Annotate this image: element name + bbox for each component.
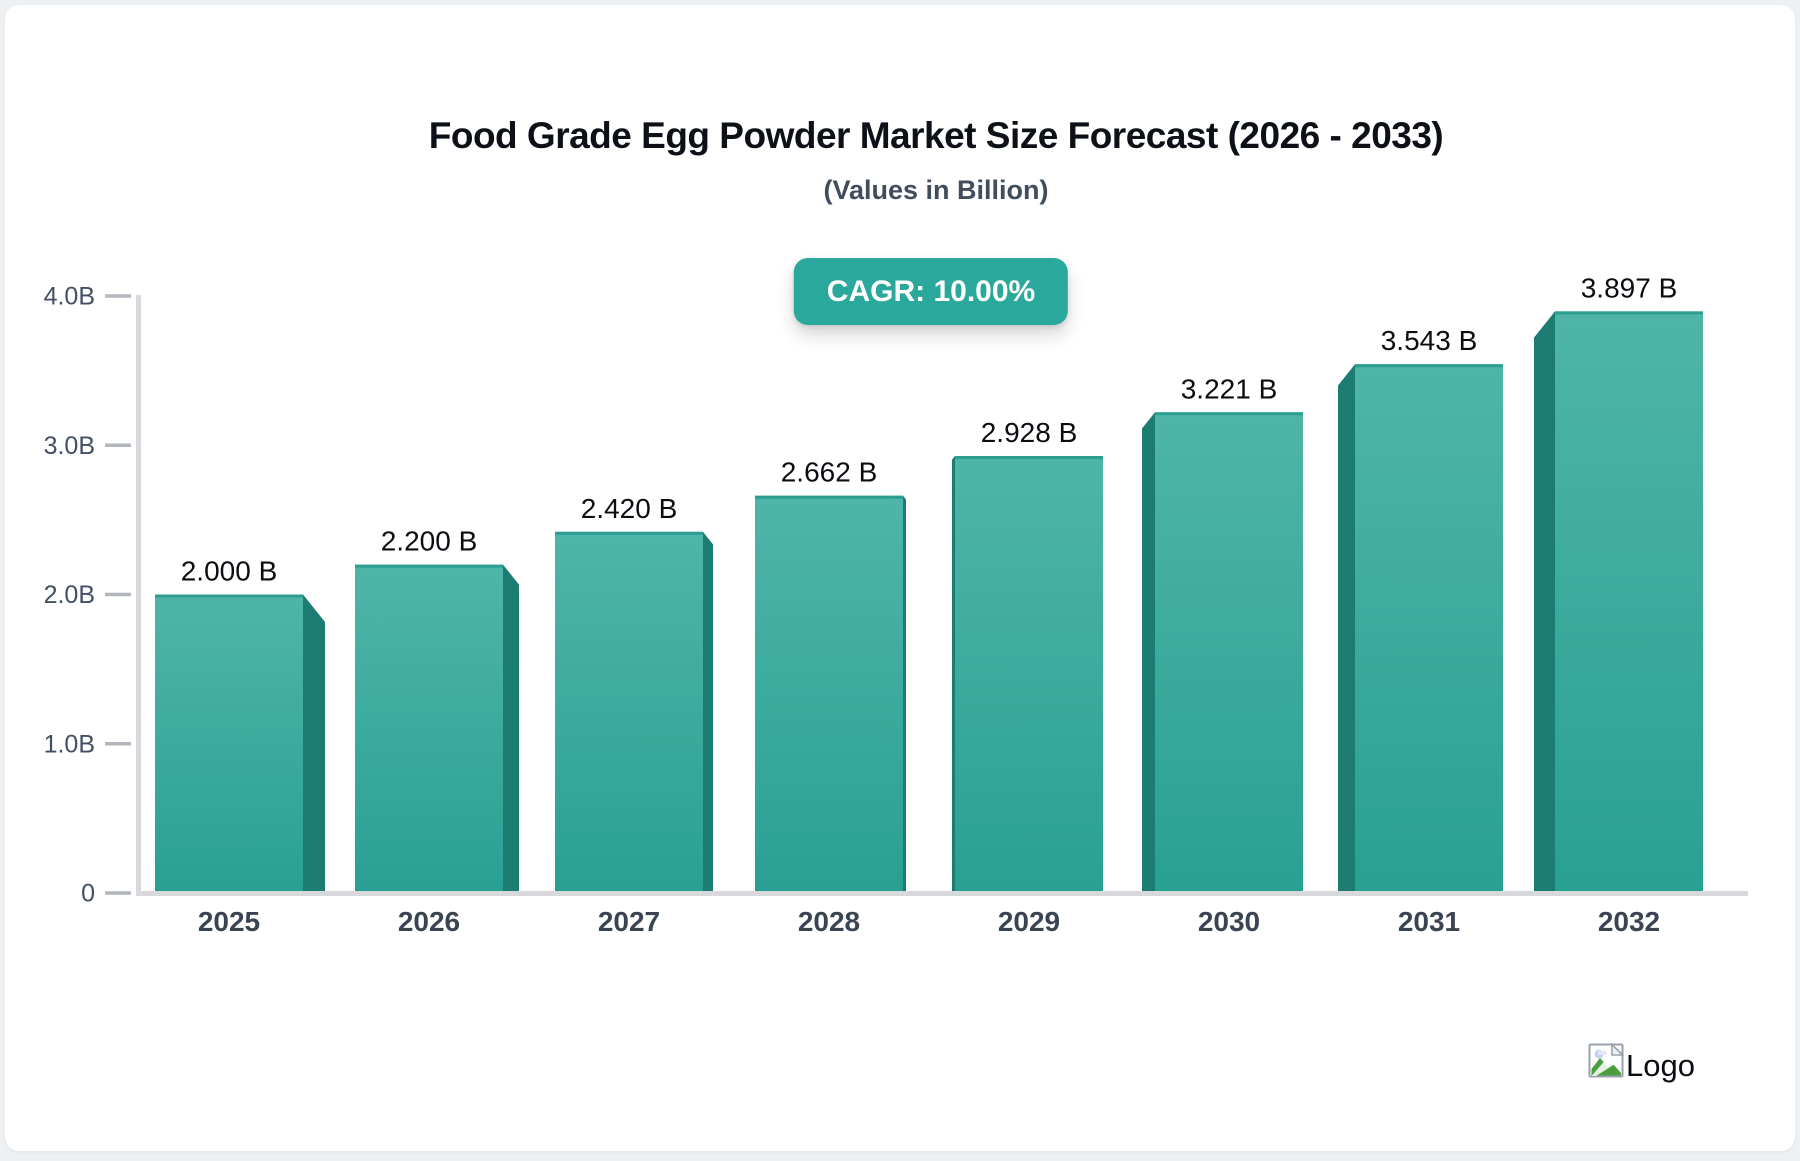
logo: Logo <box>1588 1043 1695 1083</box>
x-category-label: 2025 <box>198 906 260 937</box>
axis-layer: 0 1.0B 2.0B 3.0B 4.0B <box>44 283 1748 908</box>
bar-side-face <box>1534 311 1555 891</box>
bar-front-face <box>1155 412 1303 891</box>
chart-card: Food Grade Egg Powder Market Size Foreca… <box>5 5 1795 1151</box>
bar-chart: 0 1.0B 2.0B 3.0B 4.0B 2.000 B 2025 2.200 B 2026… <box>44 272 1748 937</box>
bars-layer <box>155 311 1703 891</box>
x-category-label: 2026 <box>398 906 460 937</box>
cagr-badge: CAGR: 10.00% <box>793 258 1069 325</box>
logo-alt-text: Logo <box>1626 1048 1695 1083</box>
bar-top-edge <box>555 531 703 535</box>
chart-subtitle: (Values in Billion) <box>823 175 1049 205</box>
bar-top-edge <box>955 455 1103 459</box>
bar-top-edge <box>755 495 903 499</box>
bar-value-label: 2.662 B <box>781 457 878 488</box>
bar-value-label: 3.897 B <box>1581 272 1678 303</box>
cagr-badge-label: CAGR: 10.00% <box>826 274 1036 308</box>
bar-front-face <box>1555 311 1703 891</box>
x-category-label: 2032 <box>1598 906 1660 937</box>
bar-2025 <box>155 594 325 891</box>
y-tick-label: 2.0B <box>44 581 95 609</box>
y-axis-line <box>136 295 141 896</box>
bar-value-label: 2.928 B <box>981 417 1078 448</box>
bar-top-edge <box>1155 412 1303 416</box>
y-tick-label: 3.0B <box>44 432 95 460</box>
y-tick-label: 1.0B <box>44 730 95 758</box>
bar-2029 <box>952 455 1103 891</box>
bar-value-label: 2.000 B <box>181 556 278 587</box>
x-category-label: 2029 <box>998 906 1060 937</box>
bar-front-face <box>755 495 903 891</box>
y-tick-label: 4.0B <box>44 283 95 311</box>
x-category-label: 2027 <box>598 906 660 937</box>
bar-front-face <box>155 594 303 891</box>
bar-front-face <box>555 531 703 891</box>
chart-title: Food Grade Egg Powder Market Size Foreca… <box>428 115 1444 156</box>
bar-2027 <box>555 531 713 891</box>
bar-value-label: 2.200 B <box>381 526 478 557</box>
bar-front-face <box>355 564 503 891</box>
bar-front-face <box>955 455 1103 891</box>
x-axis-line <box>136 891 1748 896</box>
bar-top-edge <box>155 594 303 598</box>
bar-top-edge <box>1555 311 1703 315</box>
bar-2032 <box>1534 311 1703 891</box>
bar-value-label: 3.221 B <box>1181 373 1278 404</box>
bar-value-label: 2.420 B <box>581 493 678 524</box>
bar-side-face <box>703 531 713 891</box>
labels-layer: 2.000 B 2025 2.200 B 2026 2.420 B 2027 2.662 B… <box>181 272 1678 937</box>
bar-2030 <box>1142 412 1303 891</box>
bar-front-face <box>1355 364 1503 891</box>
broken-image-icon <box>1588 1043 1625 1078</box>
bar-2028 <box>755 495 906 891</box>
bar-side-face <box>303 594 325 891</box>
x-category-label: 2031 <box>1398 906 1460 937</box>
x-category-label: 2028 <box>798 906 860 937</box>
bar-side-face <box>1338 364 1355 891</box>
y-tick-label: 0 <box>81 880 95 908</box>
bar-2026 <box>355 564 519 891</box>
bar-side-face <box>903 495 906 891</box>
bar-value-label: 3.543 B <box>1381 325 1478 356</box>
bar-top-edge <box>1355 364 1503 368</box>
bar-side-face <box>952 455 955 891</box>
bar-top-edge <box>355 564 503 568</box>
bar-side-face <box>503 564 519 891</box>
x-category-label: 2030 <box>1198 906 1260 937</box>
bar-side-face <box>1142 412 1155 891</box>
bar-2031 <box>1338 364 1503 891</box>
